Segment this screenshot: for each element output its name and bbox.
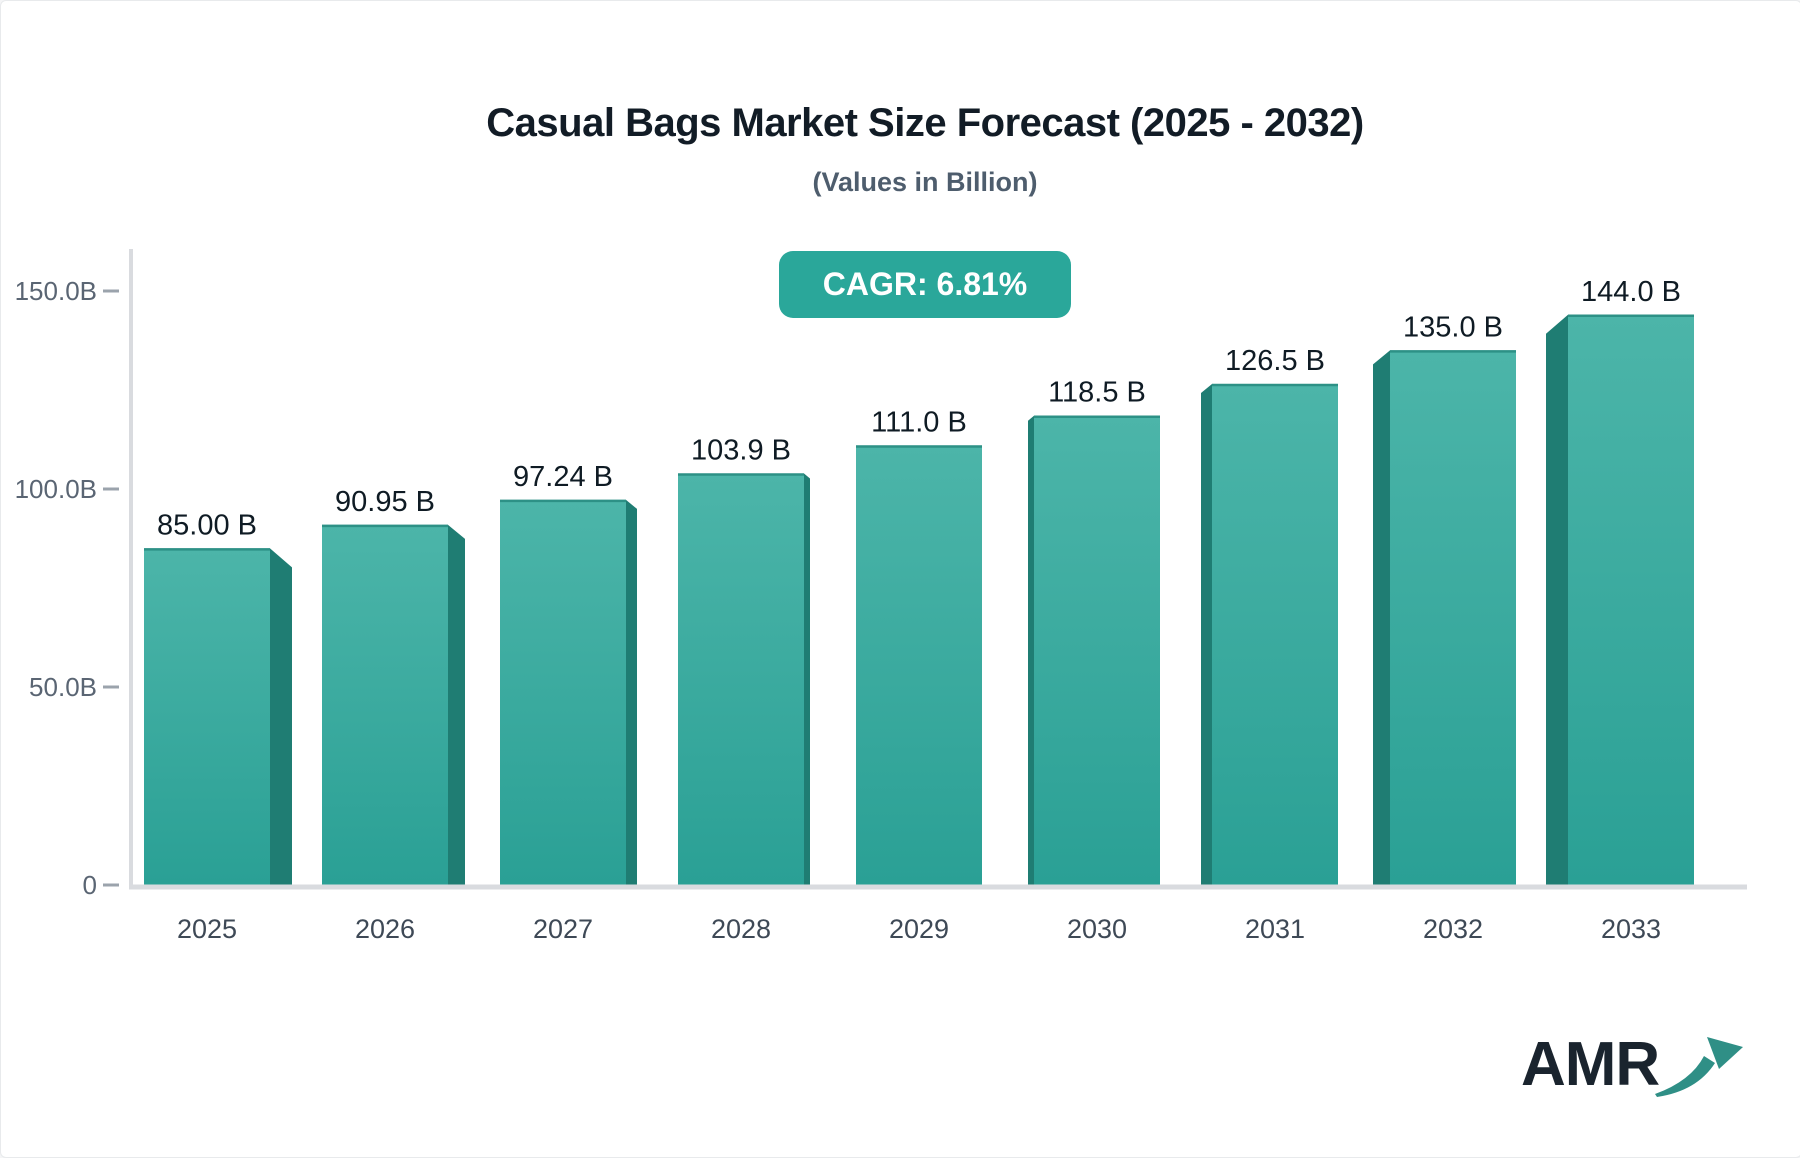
x-tick-label: 2025 <box>177 914 237 944</box>
bar-value-label: 144.0 B <box>1581 276 1681 308</box>
x-tick-label: 2033 <box>1601 914 1661 944</box>
x-tick-label: 2032 <box>1423 914 1483 944</box>
bar-value-label: 135.0 B <box>1403 311 1503 343</box>
y-tick-label: 50.0B <box>29 672 97 702</box>
bar-front-face <box>678 473 804 885</box>
bar-side-face <box>270 548 292 885</box>
x-tick-label: 2031 <box>1245 914 1305 944</box>
amr-logo-text: AMR <box>1521 1030 1660 1099</box>
x-tick-label: 2027 <box>533 914 593 944</box>
cagr-badge: CAGR: 6.81% <box>778 251 1072 318</box>
bar-side-face <box>626 499 637 885</box>
bar-value-label: 111.0 B <box>871 406 967 438</box>
y-tick-label: 150.0B <box>15 276 97 306</box>
chart-subtitle: (Values in Billion) <box>812 167 1038 197</box>
y-tick-label: 100.0B <box>15 474 97 504</box>
bar-group-2027 <box>500 499 637 885</box>
bar-side-face <box>1028 415 1034 885</box>
bar-front-face <box>500 499 626 885</box>
bar-front-face <box>1034 415 1160 885</box>
bar-front-face <box>1568 314 1694 885</box>
bar-value-label: 97.24 B <box>513 461 613 493</box>
bar-value-label: 118.5 B <box>1048 377 1146 409</box>
bar-group-2026 <box>322 524 465 885</box>
amr-logo-arrow-icon <box>1655 1037 1743 1097</box>
x-tick-label: 2029 <box>889 914 949 944</box>
bar-group-2033 <box>1546 314 1694 885</box>
bar-group-2032 <box>1373 350 1516 885</box>
bar-value-label: 90.95 B <box>335 486 435 518</box>
bar-side-face <box>448 524 465 885</box>
x-tick-label: 2026 <box>355 914 415 944</box>
bar-value-label: 103.9 B <box>691 435 791 467</box>
bar-side-face <box>1546 314 1568 885</box>
bar-group-2028 <box>678 473 810 885</box>
bar-front-face <box>856 445 982 885</box>
bar-value-label: 85.00 B <box>157 509 257 541</box>
y-tick-label: 0 <box>83 870 97 900</box>
bar-front-face <box>1212 384 1338 885</box>
bar-side-face <box>1373 350 1390 885</box>
bar-front-face <box>1390 350 1516 885</box>
bar-front-face <box>322 524 448 885</box>
bar-value-label: 126.5 B <box>1225 345 1325 377</box>
chart-title: Casual Bags Market Size Forecast (2025 -… <box>486 101 1364 145</box>
bar-group-2025 <box>144 548 292 885</box>
x-tick-label: 2028 <box>711 914 771 944</box>
bar-group-2029 <box>856 445 982 885</box>
bar-front-face <box>144 548 270 885</box>
x-tick-label: 2030 <box>1067 914 1127 944</box>
bar-group-2031 <box>1201 383 1338 885</box>
amr-logo: AMR <box>1521 1029 1781 1139</box>
bar-side-face <box>804 473 810 885</box>
bar-group-2030 <box>1028 415 1160 885</box>
bar-side-face <box>1201 384 1212 885</box>
cagr-badge-row: CAGR: 6.81% <box>49 251 1800 318</box>
